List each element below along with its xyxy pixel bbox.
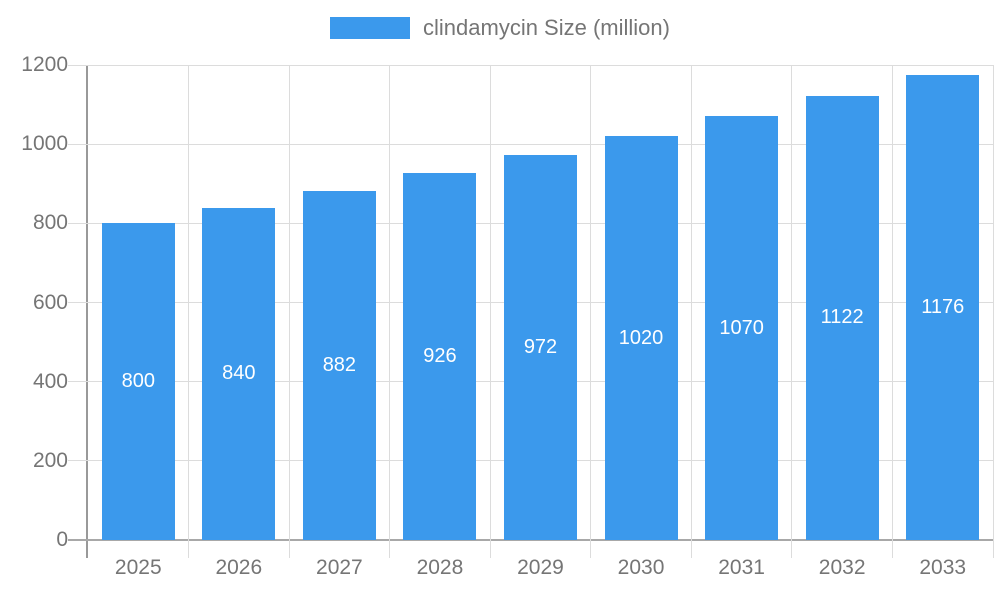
y-tick-label: 800 — [32, 211, 68, 235]
x-tick-label: 2027 — [316, 556, 363, 579]
x-gridline — [188, 65, 190, 558]
x-tick-label: 2025 — [114, 556, 162, 579]
bar-value-label: 1176 — [921, 295, 965, 318]
x-gridline — [489, 65, 491, 558]
bar-value-label: 926 — [423, 345, 457, 368]
bar-2029[interactable]: 972 — [504, 155, 577, 540]
x-tick-label: 2028 — [416, 556, 464, 579]
legend-item[interactable]: clindamycin Size (million) — [330, 15, 670, 41]
bar-2033[interactable]: 1176 — [906, 74, 980, 540]
x-gridline — [992, 65, 994, 558]
x-axis-line — [68, 539, 993, 541]
x-tick-label: 2032 — [818, 556, 866, 579]
x-gridline — [891, 65, 893, 558]
bar-value-label: 1020 — [618, 326, 664, 349]
x-tick-label: 2026 — [215, 556, 263, 579]
x-gridline — [590, 65, 592, 558]
legend: clindamycin Size (million) — [0, 15, 1000, 41]
y-tick-label: 1200 — [21, 53, 68, 76]
x-tick-label: 2030 — [617, 556, 665, 579]
bar-value-label: 1122 — [820, 306, 864, 329]
bar-2028[interactable]: 926 — [403, 173, 477, 540]
x-tick-label: 2031 — [718, 556, 765, 579]
x-tick-label: 2029 — [517, 556, 564, 579]
y-tick-label: 0 — [56, 528, 68, 551]
bar-2027[interactable]: 882 — [302, 190, 376, 540]
bar-2031[interactable]: 1070 — [705, 116, 779, 540]
bar-value-label: 882 — [322, 353, 357, 376]
bar-2030[interactable]: 1020 — [604, 136, 678, 540]
y-gridline — [68, 143, 993, 145]
plot-area: 800 840 882 926 972 1020 1070 1122 1176 — [68, 64, 994, 558]
x-gridline — [288, 65, 290, 558]
bar-value-label: 972 — [523, 336, 558, 359]
y-tick-label: 400 — [32, 369, 68, 393]
bar-value-label: 1070 — [719, 316, 764, 339]
x-gridline — [791, 65, 793, 558]
x-tick-label: 2033 — [919, 556, 967, 579]
y-axis-line — [86, 65, 88, 558]
bar-2026[interactable]: 840 — [202, 207, 276, 540]
legend-label: clindamycin Size (million) — [423, 15, 670, 40]
bar-value-label: 840 — [222, 362, 256, 385]
legend-swatch-icon — [330, 17, 411, 39]
y-tick-label: 600 — [32, 290, 68, 314]
y-gridline — [68, 64, 993, 66]
x-gridline — [389, 65, 391, 558]
x-gridline — [690, 65, 692, 558]
bar-value-label: 800 — [121, 370, 155, 393]
y-tick-label: 200 — [32, 448, 68, 472]
bar-2025[interactable]: 800 — [101, 223, 175, 540]
bar-2032[interactable]: 1122 — [805, 95, 879, 540]
y-tick-label: 1000 — [21, 132, 68, 156]
